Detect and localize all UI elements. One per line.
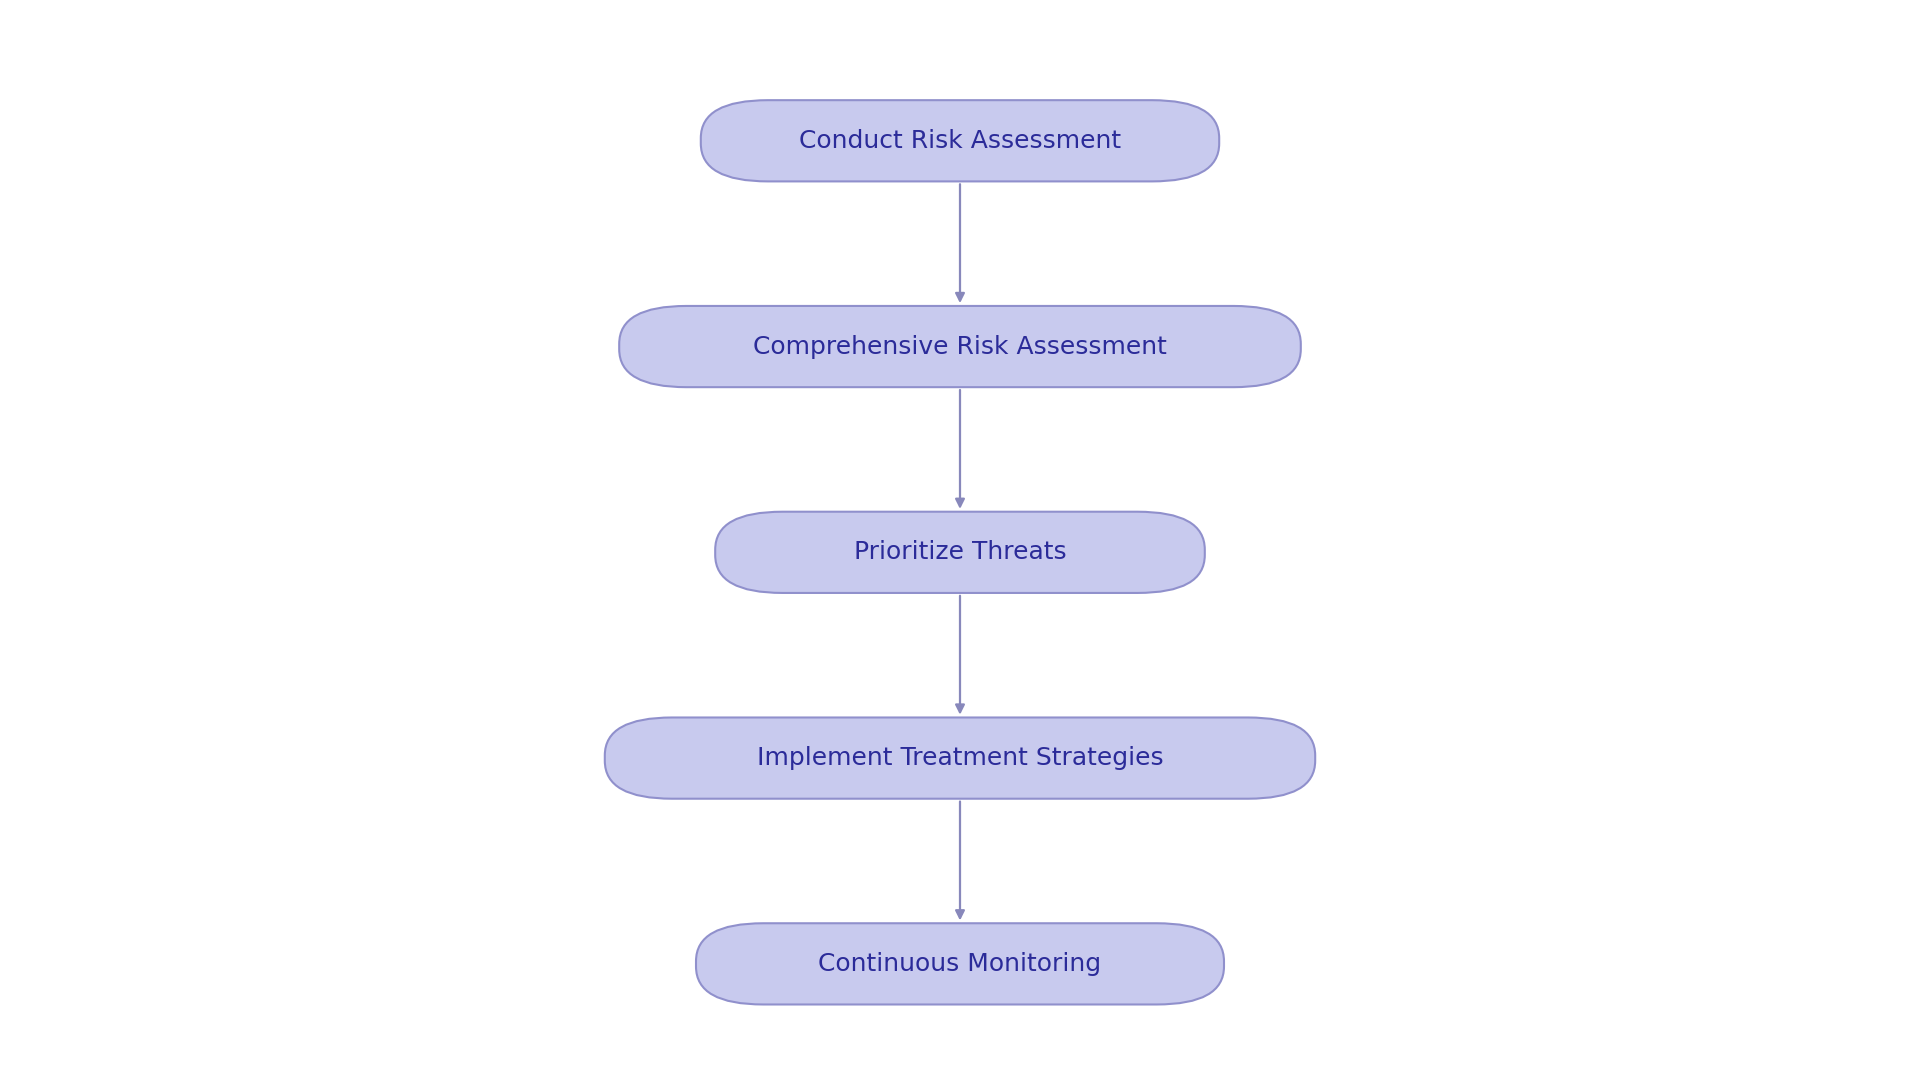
FancyBboxPatch shape bbox=[605, 717, 1315, 799]
Text: Comprehensive Risk Assessment: Comprehensive Risk Assessment bbox=[753, 335, 1167, 358]
FancyBboxPatch shape bbox=[714, 512, 1206, 593]
Text: Implement Treatment Strategies: Implement Treatment Strategies bbox=[756, 746, 1164, 770]
Text: Conduct Risk Assessment: Conduct Risk Assessment bbox=[799, 129, 1121, 153]
FancyBboxPatch shape bbox=[701, 101, 1219, 182]
FancyBboxPatch shape bbox=[618, 305, 1302, 387]
FancyBboxPatch shape bbox=[695, 923, 1225, 1005]
Text: Continuous Monitoring: Continuous Monitoring bbox=[818, 952, 1102, 976]
Text: Prioritize Threats: Prioritize Threats bbox=[854, 540, 1066, 564]
